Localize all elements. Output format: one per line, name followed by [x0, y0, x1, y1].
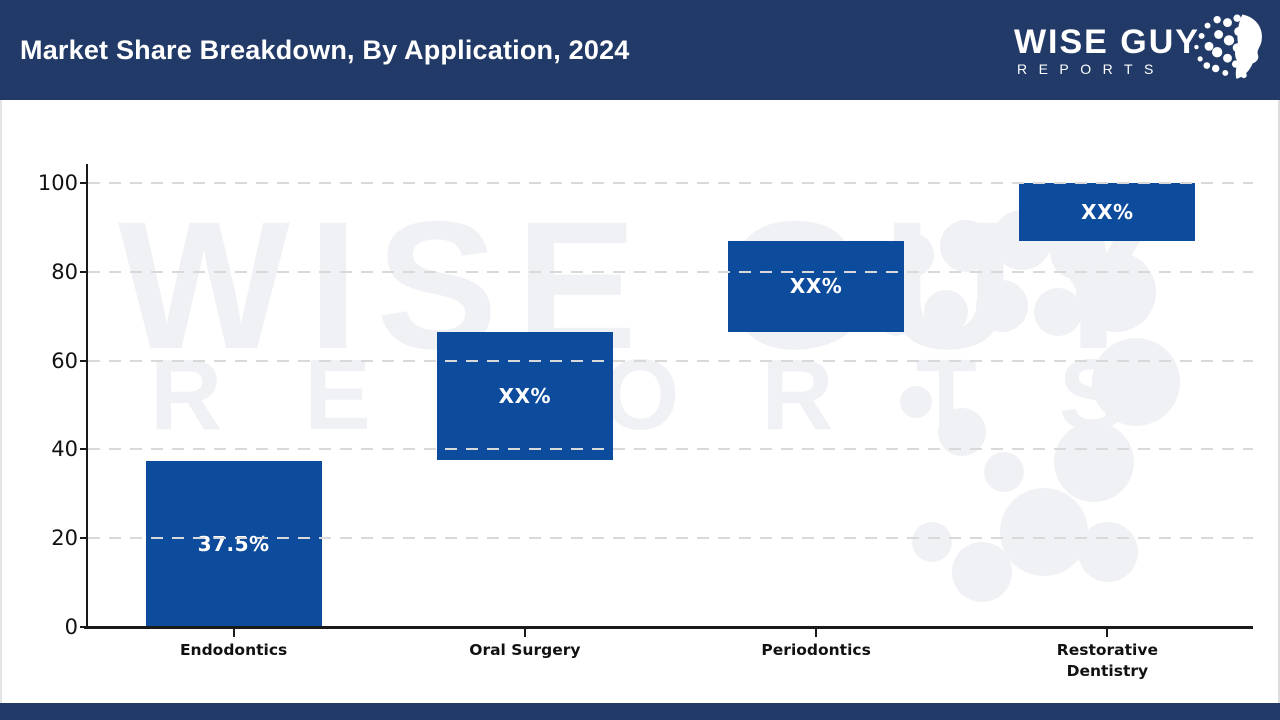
x-category-label: Endodontics: [179, 641, 288, 659]
y-tick-mark: [80, 537, 87, 540]
x-category-label: Restorative Dentistry: [1056, 641, 1158, 681]
brand-logo-text: WISE GUY REPORTS: [1014, 25, 1200, 76]
y-tick-label: 80: [51, 259, 78, 284]
y-tick-label: 100: [37, 171, 78, 195]
bar-periodontics: XX%: [728, 240, 905, 332]
x-category-label: Periodontics: [761, 641, 871, 659]
watermark-dot: [1076, 252, 1156, 332]
watermark-dot: [924, 290, 968, 334]
watermark-text-line1: WISE GUY: [118, 183, 1173, 387]
x-tick-mark: [523, 629, 526, 637]
y-tick-label: 40: [51, 437, 78, 462]
grid-line: [88, 359, 1253, 362]
brand-name: WISE GUY: [1013, 22, 1200, 61]
grid-line: [88, 537, 1253, 540]
watermark-dot: [1000, 488, 1088, 576]
watermark-dot: [984, 452, 1024, 492]
y-tick-label: 60: [51, 348, 78, 373]
x-tick-mark: [815, 629, 818, 637]
y-tick-label: 0: [64, 615, 78, 639]
footer-band: [0, 703, 1280, 720]
grid-line: [88, 182, 1253, 184]
watermark-dot: [938, 408, 986, 456]
watermark-dot: [952, 542, 1012, 602]
x-tick-mark: [1106, 629, 1109, 637]
watermark-dot: [912, 522, 952, 562]
grid-line: [88, 270, 1253, 273]
bar-value-label: XX%: [498, 384, 552, 409]
y-tick-label: 20: [51, 526, 78, 551]
watermark-text-line2: REPORTS: [150, 339, 1208, 451]
bar-restorative-dentistry: XX%: [1019, 183, 1196, 241]
watermark-dot: [940, 220, 992, 272]
header-band: Market Share Breakdown, By Application, …: [0, 0, 1280, 100]
bar-oral-surgery: XX%: [436, 331, 613, 461]
watermark-dot: [1078, 522, 1138, 582]
y-tick-mark: [80, 182, 87, 184]
watermark-dot: [1054, 422, 1134, 502]
x-category-label: Oral Surgery: [469, 641, 581, 659]
y-tick-mark: [80, 626, 87, 628]
y-tick-mark: [80, 448, 87, 451]
watermark-dot: [1034, 288, 1082, 336]
brand-head-icon: [1194, 14, 1262, 79]
bar-value-label: 37.5%: [197, 531, 270, 556]
y-tick-mark: [80, 270, 87, 273]
watermark-dot: [1092, 338, 1180, 426]
bar-endodontics: 37.5%: [145, 460, 322, 627]
bar-value-label: XX%: [1081, 199, 1134, 224]
y-tick-mark: [80, 359, 87, 362]
x-axis-line: [84, 626, 1253, 629]
grid-line: [88, 448, 1253, 451]
watermark-dot: [976, 280, 1028, 332]
y-axis-line: [86, 164, 88, 629]
brand-logo: WISE GUY REPORTS: [1014, 12, 1280, 88]
x-tick-mark: [232, 629, 235, 637]
page-title: Market Share Breakdown, By Application, …: [20, 34, 630, 65]
brand-subtitle: REPORTS: [1016, 60, 1165, 77]
bar-value-label: XX%: [789, 274, 843, 299]
watermark-dot: [900, 386, 932, 418]
